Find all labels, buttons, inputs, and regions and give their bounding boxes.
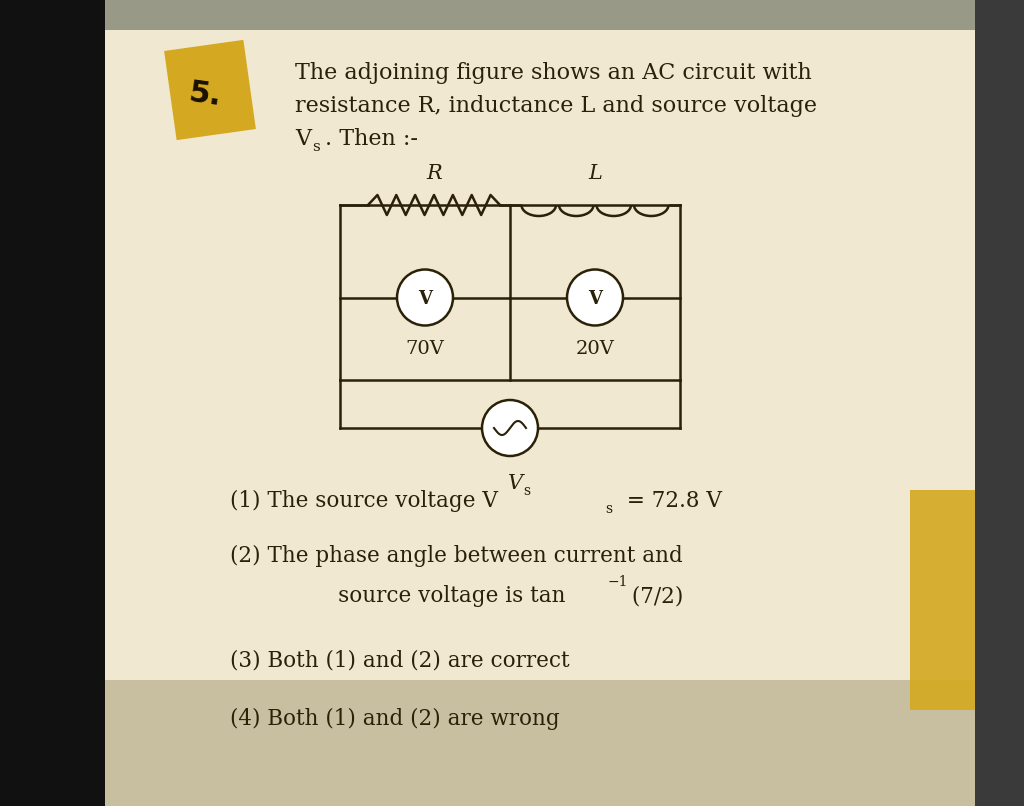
- Text: (1) The source voltage V: (1) The source voltage V: [230, 490, 498, 512]
- Text: resistance R, inductance L and source voltage: resistance R, inductance L and source vo…: [295, 95, 817, 117]
- Circle shape: [567, 269, 623, 326]
- Text: V: V: [508, 474, 523, 493]
- Text: 70V: 70V: [406, 340, 444, 359]
- Text: s: s: [523, 484, 530, 498]
- Text: s: s: [312, 140, 319, 154]
- Text: (4) Both (1) and (2) are wrong: (4) Both (1) and (2) are wrong: [230, 708, 560, 730]
- Text: L: L: [588, 164, 602, 183]
- Bar: [105, 0, 975, 806]
- Text: = 72.8 V: = 72.8 V: [620, 490, 722, 512]
- Text: The adjoining figure shows an AC circuit with: The adjoining figure shows an AC circuit…: [295, 62, 812, 84]
- Circle shape: [482, 400, 538, 456]
- Text: (3) Both (1) and (2) are correct: (3) Both (1) and (2) are correct: [230, 650, 569, 672]
- Circle shape: [397, 269, 453, 326]
- Text: . Then :-: . Then :-: [325, 128, 418, 150]
- Text: 5.: 5.: [186, 78, 223, 112]
- Bar: [0, 0, 105, 806]
- Text: V: V: [418, 290, 432, 309]
- Bar: [105, 680, 975, 806]
- Text: R: R: [426, 164, 442, 183]
- Polygon shape: [164, 39, 256, 140]
- Bar: [105, 0, 975, 30]
- Text: (7/2): (7/2): [625, 585, 683, 607]
- Bar: [910, 490, 975, 710]
- Bar: [975, 0, 1024, 806]
- Text: 20V: 20V: [575, 340, 614, 359]
- Text: V: V: [588, 290, 602, 309]
- Text: source voltage is tan: source voltage is tan: [290, 585, 565, 607]
- Text: V: V: [295, 128, 311, 150]
- Text: (2) The phase angle between current and: (2) The phase angle between current and: [230, 545, 683, 567]
- Text: s: s: [605, 502, 612, 516]
- Text: −1: −1: [608, 575, 629, 589]
